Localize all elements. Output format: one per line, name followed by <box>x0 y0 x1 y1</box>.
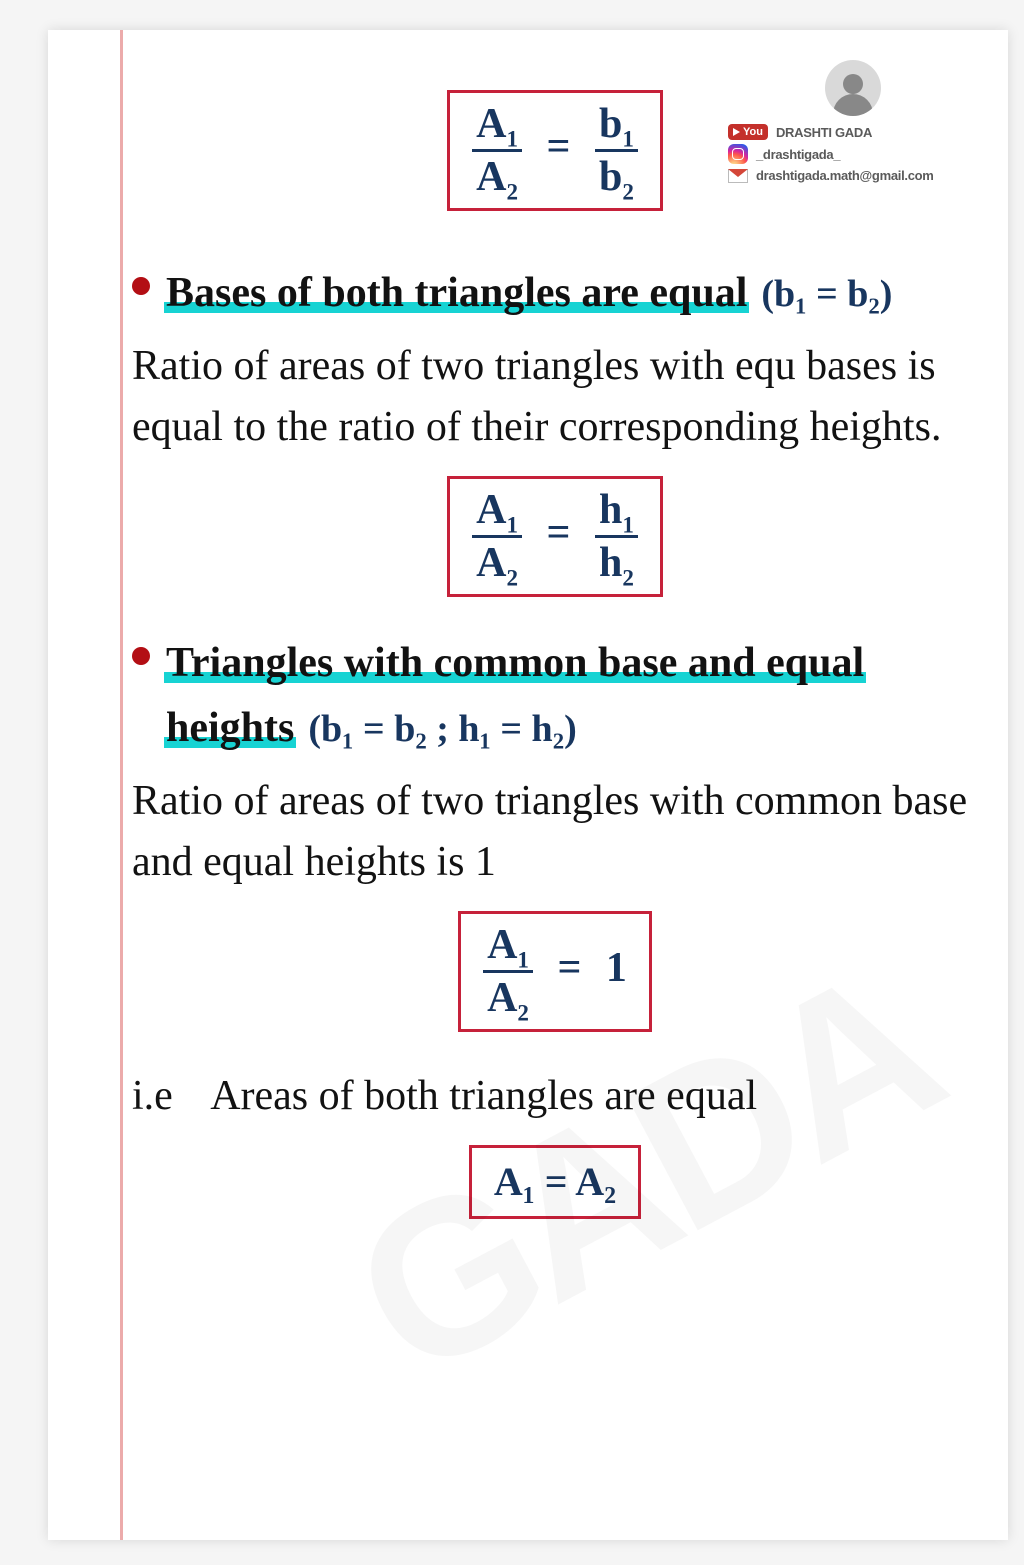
formula-box-4: A₁ = A₂ <box>469 1145 641 1219</box>
avatar <box>825 60 881 116</box>
frac-A1-A2: A1 A2 <box>472 103 522 198</box>
gmail-address: drashtigada.math@gmail.com <box>756 168 934 183</box>
section-ie-equal-areas: i.e Areas of both triangles are equal A₁… <box>132 1066 978 1219</box>
note-page: GADA You DRASHTI GADA _drashtigada_ dras… <box>48 30 1008 1540</box>
equals-sign: = <box>547 510 571 556</box>
section-equal-bases: Bases of both triangles are equal (b₁ = … <box>132 261 978 597</box>
rhs-one: 1 <box>606 945 627 991</box>
gmail-icon <box>728 169 748 183</box>
bullet-icon <box>132 647 150 665</box>
gmail-row[interactable]: drashtigada.math@gmail.com <box>728 168 978 183</box>
heading-common-base-line2: heights <box>164 705 296 751</box>
heading-equal-bases: Bases of both triangles are equal <box>164 270 749 316</box>
formula-box-2: A1 A2 = h1 h2 <box>447 476 663 597</box>
equals-sign: = <box>557 945 581 991</box>
youtube-icon: You <box>728 124 768 140</box>
instagram-row[interactable]: _drashtigada_ <box>728 144 978 164</box>
section-common-base: Triangles with common base and equal hei… <box>132 631 978 1032</box>
body-equal-bases: Ratio of areas of two triangles with equ… <box>132 336 978 458</box>
instagram-handle: _drashtigada_ <box>756 147 840 162</box>
frac-b1-b2: b1 b2 <box>595 103 638 198</box>
youtube-row[interactable]: You DRASHTI GADA <box>728 124 978 140</box>
bullet-icon <box>132 277 150 295</box>
condition-b-h-equal: (b₁ = b₂ ; h₁ = h₂) <box>308 708 576 750</box>
frac-h1-h2: h1 h2 <box>595 489 638 584</box>
instagram-icon <box>728 144 748 164</box>
frac-A1-A2-b: A1 A2 <box>472 489 522 584</box>
areas-equal-expression: A₁ = A₂ <box>494 1159 616 1204</box>
author-profile-block: You DRASHTI GADA _drashtigada_ drashtiga… <box>728 60 978 187</box>
ie-label: i.e <box>132 1066 202 1127</box>
heading-common-base-line1: Triangles with common base and equal <box>164 640 866 686</box>
frac-A1-A2-c: A1 A2 <box>483 924 533 1019</box>
body-equal-areas: Areas of both triangles are equal <box>210 1073 757 1119</box>
youtube-handle: DRASHTI GADA <box>776 125 872 140</box>
body-common-base: Ratio of areas of two triangles with com… <box>132 771 978 893</box>
formula-box-1: A1 A2 = b1 b2 <box>447 90 663 211</box>
equals-sign: = <box>547 124 571 170</box>
condition-b1-eq-b2: (b₁ = b₂) <box>761 273 892 315</box>
left-margin-rule <box>120 30 123 1540</box>
formula-box-3: A1 A2 = 1 <box>458 911 652 1032</box>
